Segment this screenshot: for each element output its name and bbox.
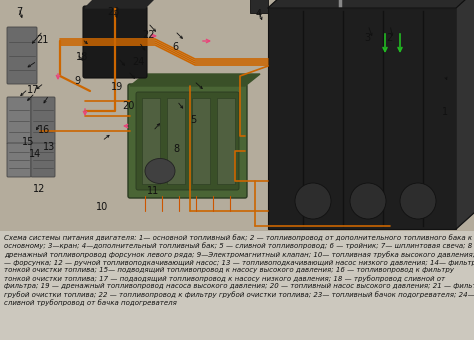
Polygon shape xyxy=(130,74,260,86)
Circle shape xyxy=(295,183,331,219)
Text: 2: 2 xyxy=(386,33,393,43)
Text: 13: 13 xyxy=(43,142,55,152)
Text: 10: 10 xyxy=(96,202,108,212)
Circle shape xyxy=(350,183,386,219)
Bar xyxy=(0,0,474,231)
FancyBboxPatch shape xyxy=(83,6,147,78)
Bar xyxy=(250,0,268,13)
Text: 24: 24 xyxy=(133,57,145,67)
Text: 1: 1 xyxy=(442,106,447,117)
Text: 12: 12 xyxy=(33,184,46,194)
Text: 5: 5 xyxy=(190,115,197,125)
Text: 18: 18 xyxy=(76,52,88,62)
Text: 4: 4 xyxy=(255,9,261,19)
Text: 23: 23 xyxy=(108,7,120,17)
Text: 6: 6 xyxy=(173,42,178,52)
Polygon shape xyxy=(268,0,474,8)
FancyBboxPatch shape xyxy=(128,84,247,198)
Text: 3: 3 xyxy=(365,33,370,43)
Circle shape xyxy=(400,183,436,219)
Text: 20: 20 xyxy=(122,101,134,111)
Text: 14: 14 xyxy=(28,149,41,159)
Text: 11: 11 xyxy=(147,186,159,197)
Text: 19: 19 xyxy=(111,82,124,92)
Text: 17: 17 xyxy=(27,85,39,95)
Text: 16: 16 xyxy=(38,125,50,135)
FancyBboxPatch shape xyxy=(7,143,31,177)
Bar xyxy=(0,231,474,340)
FancyBboxPatch shape xyxy=(7,27,37,84)
Bar xyxy=(192,98,210,184)
Text: 22: 22 xyxy=(142,30,155,40)
FancyBboxPatch shape xyxy=(31,97,55,144)
Bar xyxy=(0,231,474,340)
Text: 15: 15 xyxy=(22,137,35,147)
Text: Схема системы питания двигателя: 1— основной топливный бак; 2 — топливопровод от: Схема системы питания двигателя: 1— осно… xyxy=(4,234,474,306)
Polygon shape xyxy=(85,0,155,8)
Bar xyxy=(217,98,235,184)
Bar xyxy=(142,98,160,184)
FancyBboxPatch shape xyxy=(136,92,239,190)
Text: 9: 9 xyxy=(74,76,80,86)
Text: 7: 7 xyxy=(16,7,22,17)
Bar xyxy=(268,8,456,229)
FancyBboxPatch shape xyxy=(31,143,55,177)
Text: 8: 8 xyxy=(174,143,180,154)
Polygon shape xyxy=(456,0,474,229)
FancyBboxPatch shape xyxy=(7,97,31,144)
Bar xyxy=(167,98,185,184)
Text: 21: 21 xyxy=(36,35,49,45)
Ellipse shape xyxy=(145,158,175,184)
